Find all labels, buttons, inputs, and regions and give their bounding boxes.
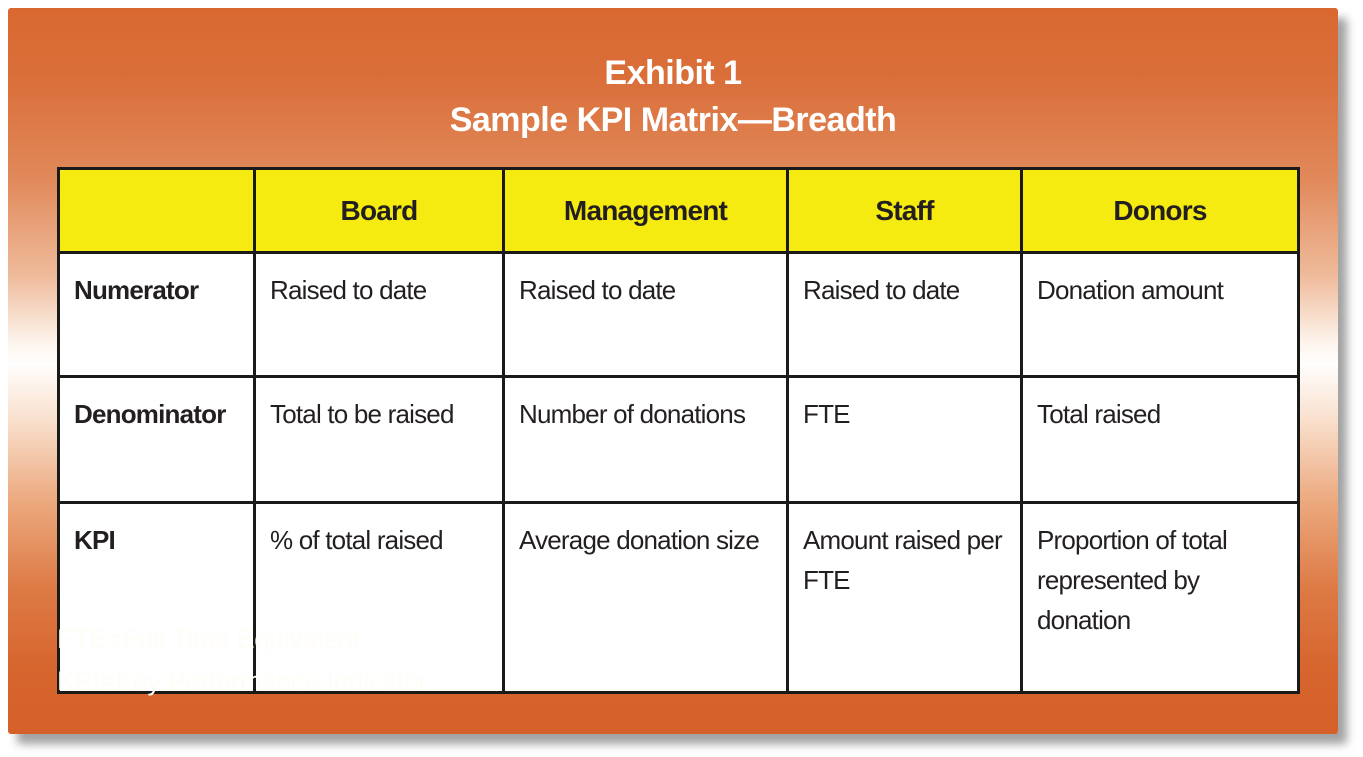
cell-kpi-donors: Proportion of total represented by donat… xyxy=(1020,501,1300,694)
cell-kpi-board: % of total raised xyxy=(253,501,505,694)
table-row-kpi: KPI % of total raised Average donation s… xyxy=(57,501,1300,694)
cell-denominator-board: Total to be raised xyxy=(253,375,505,504)
exhibit-title: Exhibit 1 Sample KPI Matrix—Breadth xyxy=(8,50,1338,144)
header-cell-staff: Staff xyxy=(786,167,1023,254)
header-cell-empty xyxy=(57,167,256,254)
footnotes: FTE=Full Time Equivalent KPI=Key Perform… xyxy=(57,618,428,702)
cell-numerator-staff: Raised to date xyxy=(786,251,1023,378)
cell-kpi-management: Average donation size xyxy=(502,501,789,694)
cell-denominator-staff: FTE xyxy=(786,375,1023,504)
kpi-matrix-table: Board Management Staff Donors Numerator … xyxy=(57,167,1300,694)
table-header-row: Board Management Staff Donors xyxy=(57,167,1300,254)
table-row-numerator: Numerator Raised to date Raised to date … xyxy=(57,251,1300,378)
cell-numerator-donors: Donation amount xyxy=(1020,251,1300,378)
cell-denominator-donors: Total raised xyxy=(1020,375,1300,504)
row-label-numerator: Numerator xyxy=(57,251,256,378)
exhibit-title-line2: Sample KPI Matrix—Breadth xyxy=(449,101,897,139)
header-cell-management: Management xyxy=(502,167,789,254)
cell-numerator-management: Raised to date xyxy=(502,251,789,378)
footnote-kpi: KPI=Key Performance Indicator xyxy=(57,666,428,696)
table-row-denominator: Denominator Total to be raised Number of… xyxy=(57,375,1300,504)
cell-numerator-board: Raised to date xyxy=(253,251,505,378)
footnote-fte: FTE=Full Time Equivalent xyxy=(57,624,360,654)
header-cell-board: Board xyxy=(253,167,505,254)
row-label-kpi: KPI xyxy=(57,501,256,694)
exhibit-panel: Exhibit 1 Sample KPI Matrix—Breadth Boar… xyxy=(8,8,1338,734)
exhibit-title-line1: Exhibit 1 xyxy=(604,54,742,92)
cell-denominator-management: Number of donations xyxy=(502,375,789,504)
header-cell-donors: Donors xyxy=(1020,167,1300,254)
row-label-denominator: Denominator xyxy=(57,375,256,504)
cell-kpi-staff: Amount raised per FTE xyxy=(786,501,1023,694)
